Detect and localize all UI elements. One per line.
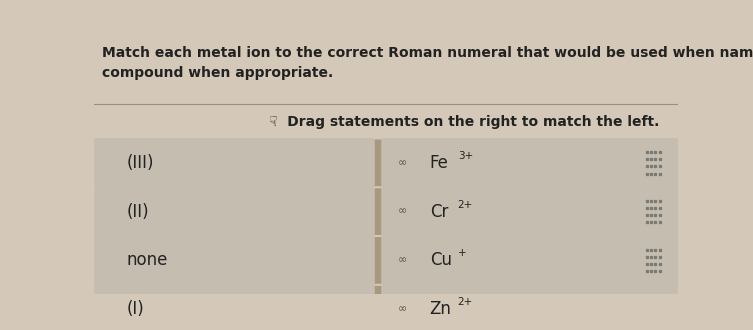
FancyBboxPatch shape [94,284,375,330]
FancyBboxPatch shape [381,284,679,330]
FancyBboxPatch shape [370,286,390,330]
FancyBboxPatch shape [94,187,375,237]
Text: +: + [458,248,466,258]
Text: ☟  Drag statements on the right to match the left.: ☟ Drag statements on the right to match … [270,115,660,129]
Text: ∞: ∞ [398,158,407,168]
FancyBboxPatch shape [94,138,375,188]
FancyBboxPatch shape [370,188,390,235]
Text: Cr: Cr [430,203,448,221]
Text: Match each metal ion to the correct Roman numeral that would be used when naming: Match each metal ion to the correct Roma… [102,46,753,60]
Text: 3+: 3+ [458,151,473,161]
Text: ∞: ∞ [398,207,407,216]
Text: ∞: ∞ [398,304,407,314]
FancyBboxPatch shape [94,236,375,285]
Text: compound when appropriate.: compound when appropriate. [102,66,333,80]
Text: (II): (II) [127,203,149,221]
FancyBboxPatch shape [370,237,390,284]
Text: 2+: 2+ [458,200,473,210]
FancyBboxPatch shape [381,187,679,237]
FancyBboxPatch shape [381,236,679,285]
Text: Cu: Cu [430,251,452,269]
Text: none: none [127,251,168,269]
Text: Zn: Zn [430,300,452,318]
FancyBboxPatch shape [370,140,390,186]
Text: (III): (III) [127,154,154,172]
Text: 2+: 2+ [458,297,473,307]
Text: Fe: Fe [430,154,449,172]
Text: ∞: ∞ [398,255,407,265]
Text: (I): (I) [127,300,144,318]
FancyBboxPatch shape [381,138,679,188]
